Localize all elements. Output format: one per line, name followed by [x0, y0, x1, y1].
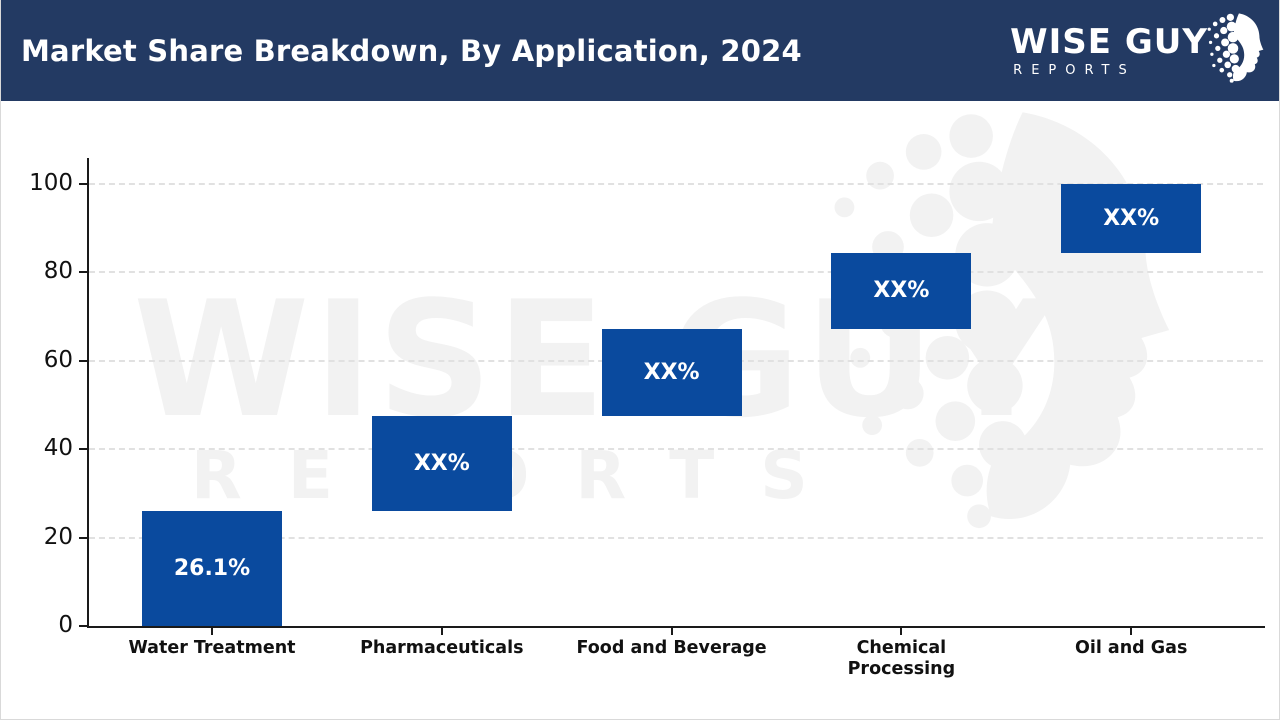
- x-axis-line: [87, 626, 1265, 628]
- y-axis-label-60: 60: [43, 346, 73, 373]
- bar-oil-and-gas: XX%: [1061, 184, 1202, 253]
- x-tick-oil-and-gas: [1130, 628, 1133, 635]
- wiseguy-face-icon: [1200, 11, 1266, 91]
- gridline-40: [89, 448, 1263, 451]
- x-axis-label-chemical-processing: Chemical Processing: [847, 638, 956, 680]
- y-tick-60: [79, 359, 87, 362]
- logo-line2: REPORTS: [1013, 62, 1136, 78]
- gridline-80: [89, 271, 1263, 274]
- bar-value-label: XX%: [413, 450, 470, 476]
- y-axis-line: [87, 158, 89, 628]
- logo-wordmark: WISE GUY REPORTS: [1010, 25, 1208, 77]
- y-tick-0: [79, 625, 87, 627]
- bar-chemical-processing: XX%: [831, 252, 972, 329]
- x-axis-label-oil-and-gas: Oil and Gas: [1074, 638, 1188, 658]
- header-bar: Market Share Breakdown, By Application, …: [1, 0, 1279, 101]
- bar-value-label: XX%: [643, 359, 700, 385]
- x-tick-food-and-beverage: [670, 628, 673, 635]
- page-title: Market Share Breakdown, By Application, …: [21, 33, 802, 68]
- x-tick-pharmaceuticals: [440, 628, 443, 635]
- y-tick-100: [79, 183, 87, 185]
- x-tick-water-treatment: [211, 628, 213, 635]
- y-axis-label-100: 100: [29, 170, 73, 196]
- y-tick-40: [79, 448, 87, 451]
- bar-value-label: XX%: [873, 278, 930, 303]
- x-axis-label-water-treatment: Water Treatment: [128, 638, 296, 658]
- y-axis-label-80: 80: [43, 258, 73, 285]
- wiseguy-logo: WISE GUY REPORTS: [1010, 11, 1266, 91]
- y-tick-20: [79, 536, 87, 539]
- bar-value-label: XX%: [1103, 205, 1160, 231]
- bar-value-label: 26.1%: [173, 555, 251, 581]
- y-tick-80: [79, 271, 87, 274]
- bar-water-treatment: 26.1%: [142, 510, 282, 626]
- x-axis-label-food-and-beverage: Food and Beverage: [576, 638, 767, 658]
- logo-line1: WISE GUY: [1010, 21, 1208, 62]
- x-tick-chemical-processing: [900, 628, 903, 635]
- gridline-100: [89, 183, 1263, 185]
- y-axis-label-0: 0: [58, 612, 73, 638]
- gridline-20: [89, 536, 1263, 539]
- x-axis-label-pharmaceuticals: Pharmaceuticals: [360, 638, 524, 658]
- y-axis-label-40: 40: [43, 435, 73, 462]
- y-axis-label-20: 20: [43, 523, 73, 550]
- bar-food-and-beverage: XX%: [601, 328, 742, 417]
- bar-pharmaceuticals: XX%: [371, 416, 512, 511]
